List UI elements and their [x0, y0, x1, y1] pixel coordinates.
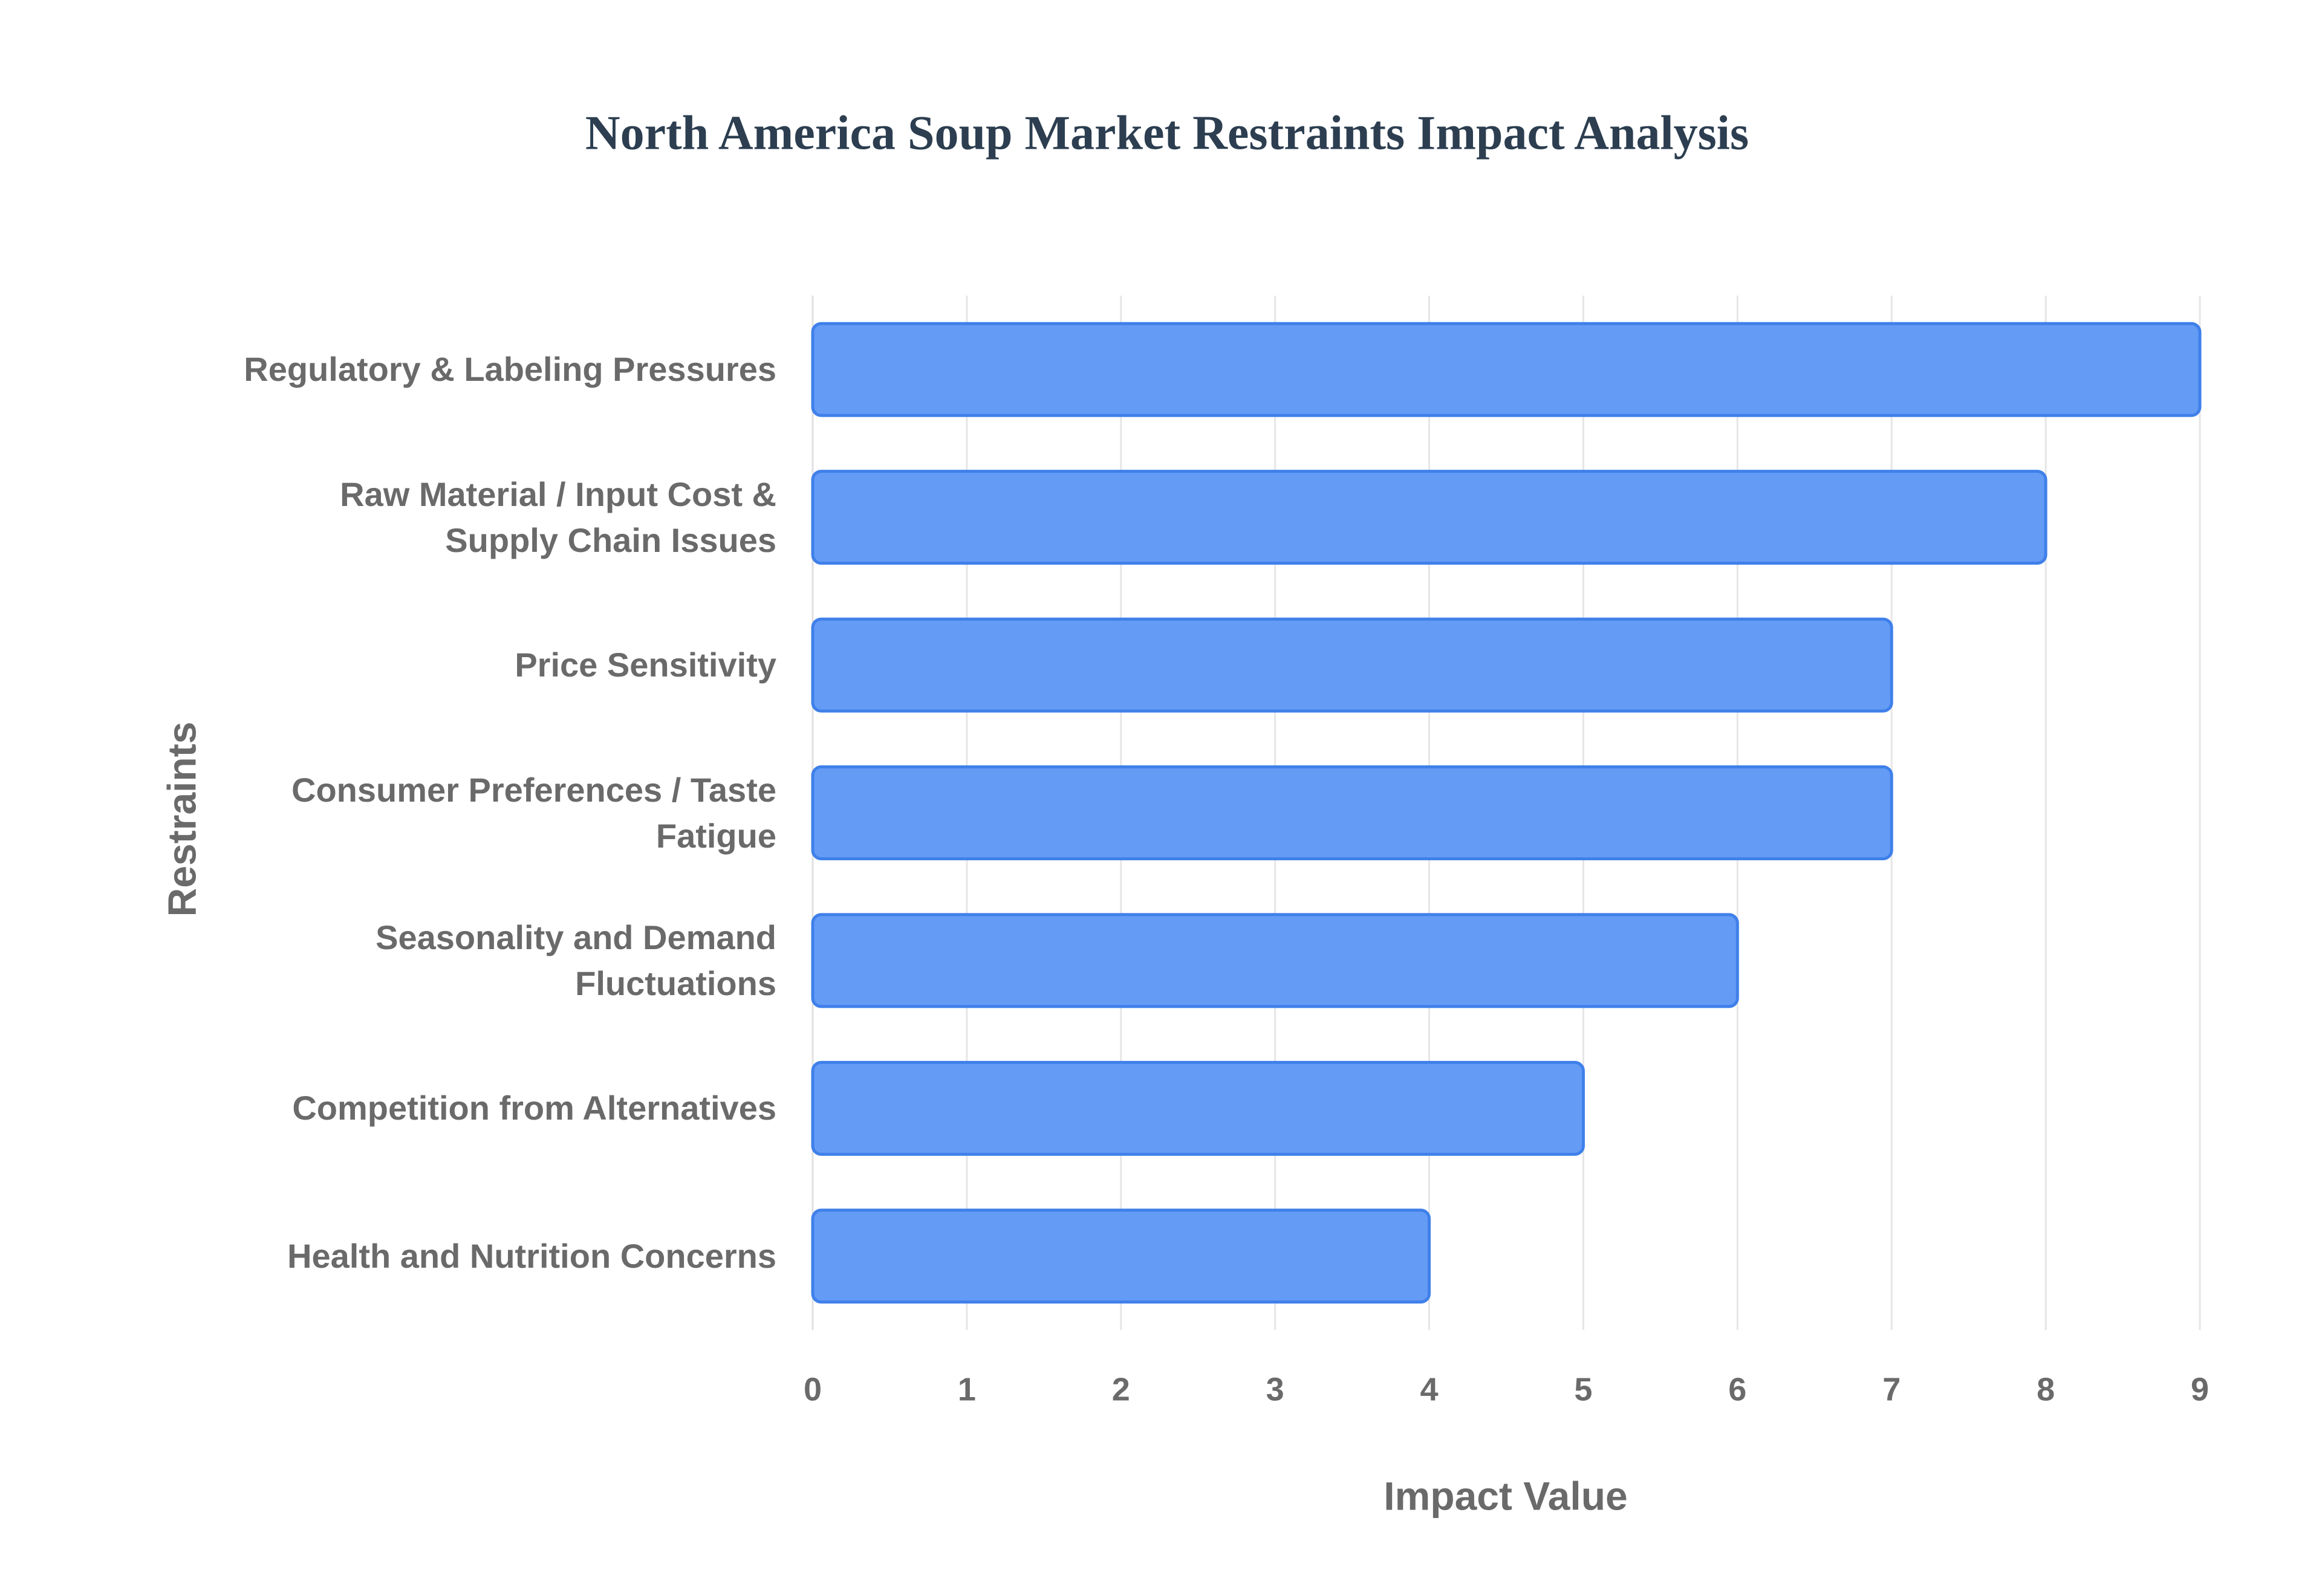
y-tick-label: Raw Material / Input Cost & Supply Chain…: [340, 475, 776, 559]
y-axis-title: Restraints: [159, 722, 204, 917]
bar: [811, 322, 2202, 417]
y-tick-label: Consumer Preferences / Taste Fatigue: [291, 770, 776, 855]
bar: [811, 617, 1893, 713]
x-tick-label: 0: [804, 1371, 822, 1407]
y-tick-label: Competition from Alternatives: [292, 1089, 776, 1127]
y-tick-label: Price Sensitivity: [515, 646, 776, 684]
bar: [811, 765, 1893, 860]
bar: [811, 470, 2047, 565]
x-tick-label: 9: [2191, 1371, 2209, 1407]
x-tick-label: 8: [2037, 1371, 2055, 1407]
bar: [811, 1060, 1585, 1156]
y-tick-label: Health and Nutrition Concerns: [287, 1236, 776, 1275]
x-tick-label: 4: [1420, 1371, 1439, 1407]
bar: [811, 913, 1739, 1008]
x-tick-label: 7: [1882, 1371, 1901, 1407]
x-tick-label: 3: [1266, 1371, 1284, 1407]
y-tick-label: Regulatory & Labeling Pressures: [244, 350, 776, 389]
x-tick-label: 5: [1574, 1371, 1592, 1407]
x-tick-label: 1: [958, 1371, 976, 1407]
x-axis-title: Impact Value: [1384, 1473, 1628, 1518]
x-tick-label: 2: [1112, 1371, 1130, 1407]
chart-title: North America Soup Market Restraints Imp…: [585, 106, 1749, 160]
x-tick-label: 6: [1728, 1371, 1746, 1407]
y-tick-label: Seasonality and Demand Fluctuations: [376, 918, 776, 1002]
bar: [811, 1208, 1431, 1304]
